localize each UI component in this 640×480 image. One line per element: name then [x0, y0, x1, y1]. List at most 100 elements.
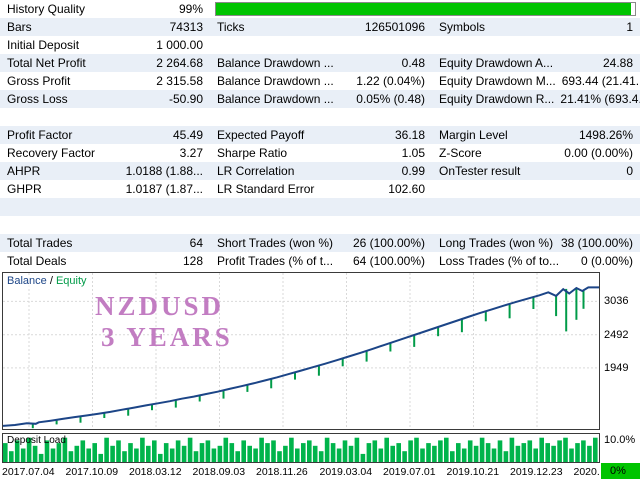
stats-cell: Gross Loss -50.90: [0, 92, 210, 106]
history-quality-row: History Quality 99%: [0, 0, 640, 18]
stat-value: 126501096: [364, 20, 425, 34]
deposit-load-title: Deposit Load: [7, 435, 66, 446]
balance-equity-chart: Balance / Equity NZDUSD 3 YEARS: [2, 272, 600, 430]
stat-value: 64: [189, 236, 203, 250]
stats-cell: Bars 74313: [0, 20, 210, 34]
history-quality-progress-fill: [216, 3, 631, 15]
stats-row: Profit Factor 45.49 Expected Payoff 36.18 Ma…: [0, 126, 640, 144]
stat-value: 24.88: [602, 56, 633, 70]
stats-row: Total Deals 128 Profit Trades (% of t... 64…: [0, 252, 640, 270]
stat-value: 21.41% (693.4...: [560, 92, 640, 106]
stat-value: 1498.26%: [578, 128, 633, 142]
stat-value: 2 264.68: [156, 56, 203, 70]
stats-row: Total Trades 64 Short Trades (won %) 26 (10…: [0, 234, 640, 252]
stat-value: 128: [182, 254, 203, 268]
stat-label: AHPR: [7, 164, 41, 178]
date-label: 2020.05.2: [573, 466, 601, 478]
stats-row: Recovery Factor 3.27 Sharpe Ratio 1.05 Z-Sco…: [0, 144, 640, 162]
date-label: 2018.11.26: [256, 466, 308, 478]
history-quality-value: 99%: [178, 2, 203, 16]
stat-value: 1.0187 (1.87...: [125, 182, 203, 196]
stat-label: Recovery Factor: [7, 146, 96, 160]
history-quality-progressbar: [215, 2, 636, 16]
stat-label: Long Trades (won %): [439, 236, 554, 250]
stats-cell: Sharpe Ratio 1.05: [210, 146, 432, 160]
stat-label: Equity Drawdown M...: [439, 74, 556, 88]
stat-label: Initial Deposit: [7, 38, 80, 52]
stats-cell: Total Deals 128: [0, 254, 210, 268]
stat-value: 3.27: [179, 146, 203, 160]
x-axis-date-labels: 2017.07.04 2017.10.09 2018.03.12 2018.09.03…: [2, 466, 600, 480]
chart-y-axis-labels: 3036 2492 1949: [604, 272, 640, 430]
stat-value: 36.18: [394, 128, 425, 142]
stat-label: LR Standard Error: [217, 182, 315, 196]
date-label: 2019.07.01: [383, 466, 436, 478]
stats-cell: Gross Profit 2 315.58: [0, 74, 210, 88]
stat-value: 693.44 (21.41...: [561, 74, 640, 88]
stats-cell: Symbols 1: [432, 20, 640, 34]
stat-value: 74313: [169, 20, 203, 34]
stat-value: 0 (0.00%): [580, 254, 633, 268]
stat-label: Margin Level: [439, 128, 508, 142]
stat-label: Ticks: [217, 20, 245, 34]
y-axis-label: 3036: [604, 295, 629, 307]
stats-cell: AHPR 1.0188 (1.88...: [0, 164, 210, 178]
stats-cell: Equity Drawdown M... 693.44 (21.41...: [432, 74, 640, 88]
stats-cell: Total Net Profit 2 264.68: [0, 56, 210, 70]
stat-value: 64 (100.00%): [352, 254, 425, 268]
stats-cell: Equity Drawdown A... 24.88: [432, 56, 640, 70]
stat-value: 45.49: [172, 128, 203, 142]
stat-label: Symbols: [439, 20, 486, 34]
stats-row: GHPR 1.0187 (1.87... LR Standard Error 102.…: [0, 180, 640, 198]
stat-label: Bars: [7, 20, 32, 34]
stats-cell: Profit Trades (% of t... 64 (100.00%): [210, 254, 432, 268]
stat-value: 1.22 (0.04%): [356, 74, 425, 88]
stats-row: AHPR 1.0188 (1.88... LR Correlation 0.99 OnT…: [0, 162, 640, 180]
grid-lines: [3, 273, 599, 429]
legend-balance: Balance: [7, 275, 47, 287]
stat-value: -50.90: [168, 92, 203, 106]
stats-cell: Total Trades 64: [0, 236, 210, 250]
stats-row: Gross Loss -50.90 Balance Drawdown ... 0.05…: [0, 90, 640, 108]
stat-value: 2 315.58: [156, 74, 203, 88]
stat-label: Short Trades (won %): [217, 236, 334, 250]
stat-label: Total Net Profit: [7, 56, 86, 70]
stat-value: 0.99: [401, 164, 425, 178]
watermark: NZDUSD 3 YEARS: [95, 291, 233, 353]
stat-value: 26 (100.00%): [352, 236, 425, 250]
stats-row: [0, 216, 640, 234]
stat-value: 102.60: [388, 182, 425, 196]
stat-label: Sharpe Ratio: [217, 146, 288, 160]
stat-label: Loss Trades (% of to...: [439, 254, 560, 268]
deposit-load-canvas: [3, 437, 598, 462]
stats-cell: OnTester result 0: [432, 164, 640, 178]
date-label: 2019.03.04: [319, 466, 373, 478]
stat-label: Profit Factor: [7, 128, 73, 142]
stats-row: Gross Profit 2 315.58 Balance Drawdown ...…: [0, 72, 640, 90]
stats-cell: Balance Drawdown ... 1.22 (0.04%): [210, 74, 432, 88]
stats-cell: LR Correlation 0.99: [210, 164, 432, 178]
stat-value: 0: [626, 164, 633, 178]
deposit-load-max-label: 10.0%: [604, 434, 636, 446]
stats-row: Bars 74313 Ticks 126501096 Symbols 1: [0, 18, 640, 36]
watermark-symbol: NZDUSD: [95, 291, 225, 321]
date-label: 2019.10.21: [446, 466, 500, 478]
stats-cell: Balance Drawdown ... 0.48: [210, 56, 432, 70]
stat-label: Total Deals: [7, 254, 67, 268]
stats-row: [0, 198, 640, 216]
stat-label: LR Correlation: [217, 164, 295, 178]
stat-label: Profit Trades (% of t...: [217, 254, 334, 268]
stat-value: 1: [626, 20, 633, 34]
stat-value: 1.05: [401, 146, 425, 160]
stat-label: Expected Payoff: [217, 128, 305, 142]
stat-label: Equity Drawdown A...: [439, 56, 554, 70]
stats-cell: Initial Deposit 1 000.00: [0, 38, 210, 52]
stats-cell: Profit Factor 45.49: [0, 128, 210, 142]
deposit-load-chart: Deposit Load: [2, 433, 600, 463]
history-quality-label: History Quality: [7, 2, 86, 16]
stat-value: 1.0188 (1.88...: [125, 164, 203, 178]
watermark-period: 3 YEARS: [101, 322, 233, 353]
stat-label: OnTester result: [439, 164, 521, 178]
stats-row: Total Net Profit 2 264.68 Balance Drawdown…: [0, 54, 640, 72]
